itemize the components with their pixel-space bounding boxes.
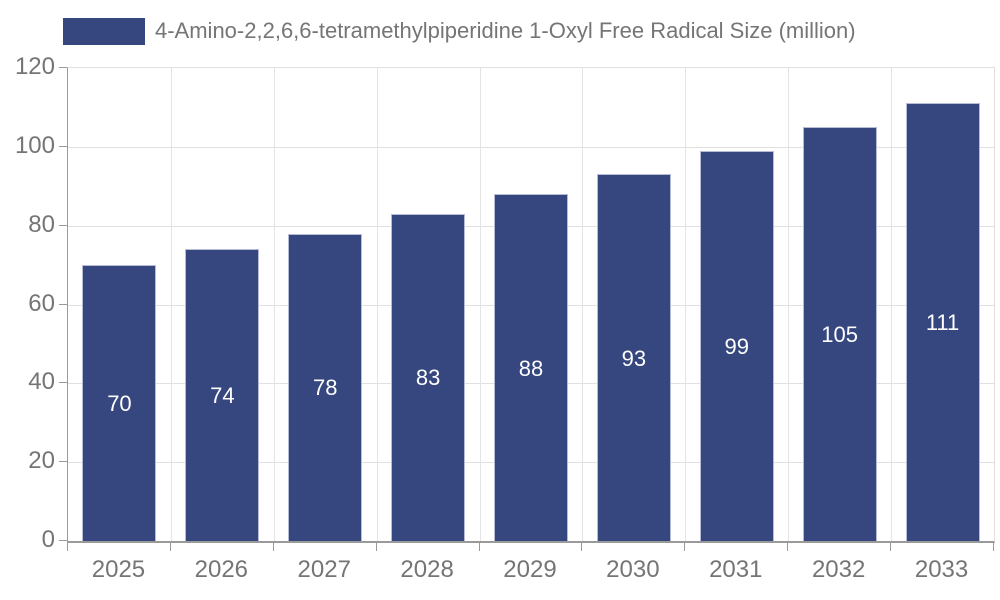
- x-axis-tick: [787, 542, 789, 551]
- plot-area: 70 74 78 83 88 93 99 105 111: [67, 67, 995, 543]
- x-axis-tick: [478, 542, 480, 551]
- gridline-vertical: [479, 68, 481, 541]
- legend-label: 4-Amino-2,2,6,6-tetramethylpiperidine 1-…: [155, 18, 856, 43]
- x-axis-tick: [993, 542, 994, 551]
- y-axis-label: 20: [28, 447, 55, 475]
- x-axis-label-2029: 2029: [503, 556, 557, 583]
- gridline-horizontal: [68, 146, 994, 148]
- bar-2027: 78: [288, 233, 363, 541]
- bar-value-label: 74: [210, 383, 235, 409]
- y-axis-label: 120: [14, 53, 55, 80]
- bar-2029: 88: [494, 194, 568, 541]
- bar-2025: 70: [82, 265, 157, 541]
- y-axis-tick: [59, 224, 67, 226]
- x-axis-label-2030: 2030: [606, 556, 660, 583]
- y-axis-label: 0: [41, 526, 55, 553]
- y-axis-label: 60: [28, 289, 55, 317]
- x-axis-label-2032: 2032: [811, 556, 866, 583]
- bar-value-label: 88: [518, 355, 544, 381]
- x-axis-tick: [890, 542, 892, 551]
- bar-value-label: 70: [107, 391, 132, 417]
- y-axis-tick: [59, 540, 67, 541]
- bar-value-label: 99: [724, 333, 749, 359]
- x-axis-tick: [684, 542, 686, 551]
- y-axis-tick: [59, 461, 67, 463]
- gridline-vertical: [891, 68, 893, 541]
- bar-value-label: 111: [925, 310, 960, 336]
- gridline-vertical: [376, 68, 378, 541]
- legend: 4-Amino-2,2,6,6-tetramethylpiperidine 1-…: [63, 15, 856, 47]
- bar-2032: 105: [802, 127, 877, 541]
- gridline-vertical: [170, 68, 172, 541]
- y-axis-tick: [59, 145, 67, 147]
- x-axis-tick: [581, 542, 583, 551]
- bar-2030: 93: [596, 174, 671, 541]
- bar-2026: 74: [185, 249, 260, 541]
- x-axis-label-2031: 2031: [709, 556, 763, 583]
- bar-value-label: 78: [312, 375, 338, 401]
- bar-2031: 99: [699, 150, 774, 541]
- y-axis-label: 40: [28, 368, 55, 396]
- x-axis-tick: [375, 542, 377, 551]
- x-axis-label-2026: 2026: [194, 556, 249, 583]
- x-axis-label-2025: 2025: [91, 556, 146, 583]
- x-axis-tick: [67, 542, 68, 551]
- x-axis-label-2028: 2028: [400, 556, 454, 583]
- y-axis-label: 100: [14, 131, 55, 159]
- x-axis-label-2027: 2027: [297, 556, 351, 583]
- bar-value-label: 83: [415, 365, 441, 391]
- y-axis-tick: [59, 303, 67, 305]
- gridline-vertical: [273, 68, 275, 541]
- bar-value-label: 105: [821, 322, 859, 348]
- gridline-vertical: [788, 68, 790, 541]
- bar-2033: 111: [905, 103, 980, 541]
- y-axis-label: 80: [28, 210, 55, 238]
- x-axis-label-2033: 2033: [914, 556, 969, 583]
- gridline-vertical: [685, 68, 687, 541]
- legend-swatch: [63, 17, 145, 45]
- x-axis-tick: [272, 542, 274, 551]
- y-axis-tick: [59, 67, 67, 68]
- bar-value-label: 93: [621, 345, 647, 371]
- y-axis-tick: [59, 382, 67, 384]
- bar-2028: 83: [391, 213, 466, 541]
- x-axis-tick: [169, 542, 171, 551]
- gridline-vertical: [582, 68, 584, 541]
